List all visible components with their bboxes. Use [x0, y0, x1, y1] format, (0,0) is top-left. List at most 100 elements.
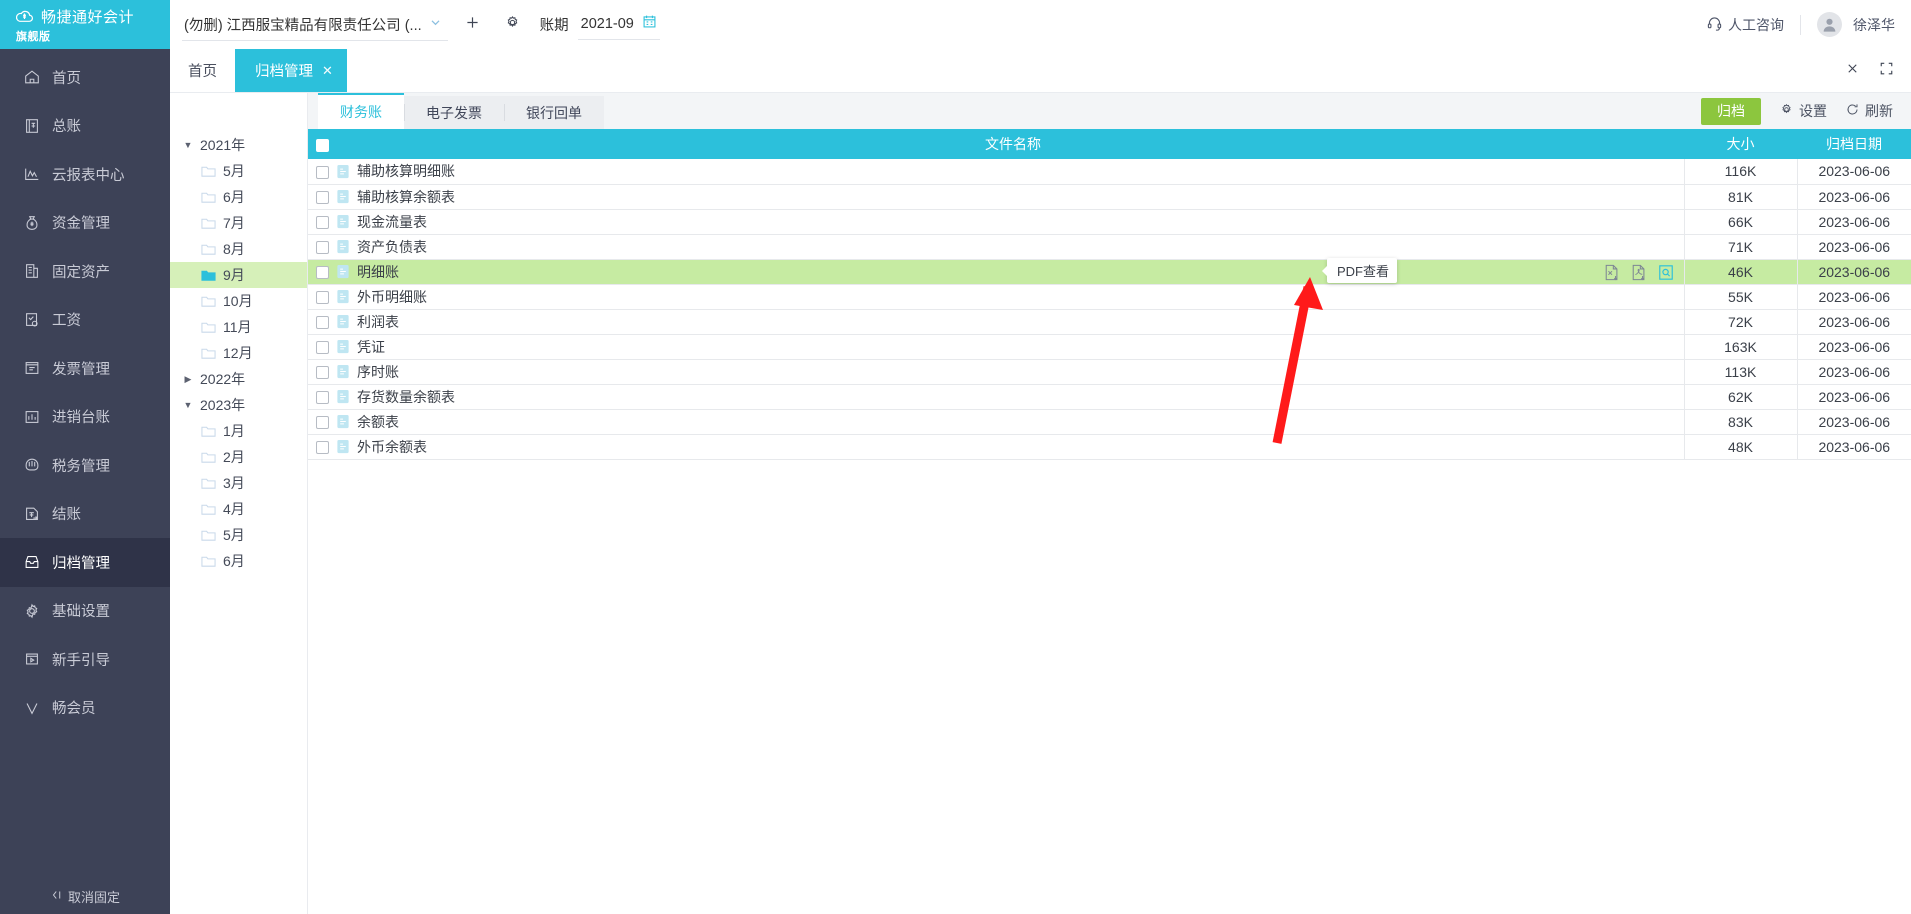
- close-all-tabs-button[interactable]: [1835, 49, 1869, 93]
- table-row-selected[interactable]: 明细账: [308, 259, 1911, 285]
- row-checkbox[interactable]: [315, 216, 329, 230]
- tree-node-month[interactable]: 11月: [170, 314, 307, 340]
- tree-node-month[interactable]: 5月: [170, 522, 307, 548]
- row-checkbox[interactable]: [315, 241, 329, 255]
- tree-node-month[interactable]: 5月: [170, 158, 307, 184]
- sidebar-item-invoices[interactable]: 发票管理: [0, 344, 170, 393]
- pdf-download-icon[interactable]: [1631, 264, 1647, 281]
- sidebar-item-archive-management[interactable]: 归档管理: [0, 538, 170, 587]
- file-date: 2023-06-06: [1796, 434, 1911, 460]
- table-row[interactable]: 存货数量余额表 62K 2023-06-06: [308, 384, 1911, 410]
- sidebar-item-label: 云报表中心: [52, 167, 125, 184]
- collapse-sidebar-button[interactable]: 取消固定: [0, 878, 170, 914]
- table-row[interactable]: 利润表 72K 2023-06-06: [308, 309, 1911, 335]
- column-header-name[interactable]: 文件名称: [336, 129, 1684, 159]
- sidebar-item-basic-settings[interactable]: 基础设置: [0, 587, 170, 636]
- row-checkbox[interactable]: [315, 316, 329, 330]
- row-checkbox[interactable]: [315, 341, 329, 355]
- select-all-header[interactable]: [308, 129, 336, 159]
- support-button[interactable]: 人工咨询: [1706, 15, 1784, 35]
- tree-node-month[interactable]: 6月: [170, 548, 307, 574]
- sidebar-item-home[interactable]: 首页: [0, 53, 170, 102]
- row-checkbox-cell[interactable]: [308, 309, 336, 335]
- row-checkbox-cell[interactable]: [308, 234, 336, 260]
- tree-node-month[interactable]: 2月: [170, 444, 307, 470]
- tree-node-month[interactable]: 8月: [170, 236, 307, 262]
- select-all-checkbox[interactable]: [315, 138, 329, 152]
- tab-archive-management[interactable]: 归档管理 ✕: [235, 49, 347, 92]
- excel-download-icon[interactable]: [1604, 264, 1620, 281]
- caret-right-icon[interactable]: ▶: [184, 373, 192, 384]
- row-checkbox[interactable]: [315, 266, 329, 280]
- sidebar-item-funds[interactable]: 资金管理: [0, 199, 170, 248]
- period-picker[interactable]: 2021-09: [577, 10, 660, 40]
- pdf-preview-icon[interactable]: [1658, 264, 1674, 281]
- table-row[interactable]: 外币余额表 48K 2023-06-06: [308, 434, 1911, 460]
- settings-button[interactable]: 设置: [1779, 101, 1827, 121]
- subtab-e-invoices[interactable]: 电子发票: [404, 96, 504, 129]
- calendar-icon[interactable]: [642, 14, 657, 34]
- subtab-financial-books[interactable]: 财务账: [318, 93, 404, 129]
- row-checkbox-cell[interactable]: [308, 334, 336, 360]
- subtab-bank-receipts[interactable]: 银行回单: [504, 96, 604, 129]
- table-row[interactable]: 凭证 163K 2023-06-06: [308, 334, 1911, 360]
- sidebar-item-cloud-reports[interactable]: 云报表中心: [0, 150, 170, 199]
- row-checkbox-cell[interactable]: [308, 384, 336, 410]
- row-checkbox-cell[interactable]: [308, 259, 336, 285]
- sidebar-item-tax[interactable]: 税务管理: [0, 441, 170, 490]
- sidebar-item-fixed-assets[interactable]: 固定资产: [0, 247, 170, 296]
- table-row[interactable]: 序时账 113K 2023-06-06: [308, 359, 1911, 385]
- row-checkbox-cell[interactable]: [308, 159, 336, 185]
- sidebar-item-closing[interactable]: 结账: [0, 490, 170, 539]
- table-row[interactable]: 辅助核算明细账 116K 2023-06-06: [308, 159, 1911, 185]
- tree-node-month[interactable]: 10月: [170, 288, 307, 314]
- fullscreen-button[interactable]: [1869, 49, 1903, 93]
- tree-node-month[interactable]: 3月: [170, 470, 307, 496]
- tree-node-year[interactable]: ▼ 2023年: [170, 392, 307, 418]
- company-settings-button[interactable]: [498, 10, 528, 40]
- row-checkbox-cell[interactable]: [308, 409, 336, 435]
- row-checkbox[interactable]: [315, 291, 329, 305]
- column-header-size[interactable]: 大小: [1684, 129, 1797, 159]
- row-checkbox-cell[interactable]: [308, 209, 336, 235]
- table-row[interactable]: 辅助核算余额表 81K 2023-06-06: [308, 184, 1911, 210]
- column-header-date[interactable]: 归档日期: [1797, 129, 1911, 159]
- tree-node-month[interactable]: 1月: [170, 418, 307, 444]
- user-menu[interactable]: 徐泽华: [1817, 12, 1895, 37]
- row-checkbox[interactable]: [315, 391, 329, 405]
- sidebar-item-beginner-guide[interactable]: 新手引导: [0, 635, 170, 684]
- tree-node-month[interactable]: 7月: [170, 210, 307, 236]
- table-row[interactable]: 外币明细账 55K 2023-06-06: [308, 284, 1911, 310]
- tab-home[interactable]: 首页: [170, 49, 235, 92]
- table-row[interactable]: 余额表 83K 2023-06-06: [308, 409, 1911, 435]
- table-row[interactable]: 现金流量表 66K 2023-06-06: [308, 209, 1911, 235]
- sidebar-item-inventory-ledger[interactable]: 进销台账: [0, 393, 170, 442]
- row-checkbox[interactable]: [315, 441, 329, 455]
- file-name: 序时账: [357, 363, 399, 380]
- row-checkbox-cell[interactable]: [308, 284, 336, 310]
- archive-button[interactable]: 归档: [1701, 97, 1761, 125]
- company-selector[interactable]: (勿删) 江西服宝精品有限责任公司 (...: [182, 9, 448, 41]
- row-checkbox-cell[interactable]: [308, 184, 336, 210]
- tree-node-year[interactable]: ▼ 2021年: [170, 132, 307, 158]
- row-checkbox[interactable]: [315, 416, 329, 430]
- caret-down-icon[interactable]: ▼: [183, 140, 193, 150]
- table-row[interactable]: 资产负债表 71K 2023-06-06: [308, 234, 1911, 260]
- tree-node-year[interactable]: ▶ 2022年: [170, 366, 307, 392]
- refresh-button[interactable]: 刷新: [1845, 101, 1893, 121]
- row-checkbox-cell[interactable]: [308, 434, 336, 460]
- tree-node-month-selected[interactable]: 9月: [170, 262, 307, 288]
- caret-down-icon[interactable]: ▼: [183, 400, 193, 410]
- row-checkbox[interactable]: [315, 166, 329, 180]
- sidebar-item-general-ledger[interactable]: 总账: [0, 102, 170, 151]
- tree-node-month[interactable]: 12月: [170, 340, 307, 366]
- sidebar-item-vip-member[interactable]: 畅会员: [0, 684, 170, 733]
- sidebar-item-payroll[interactable]: 工资: [0, 296, 170, 345]
- row-checkbox-cell[interactable]: [308, 359, 336, 385]
- row-checkbox[interactable]: [315, 366, 329, 380]
- tree-node-month[interactable]: 4月: [170, 496, 307, 522]
- add-company-button[interactable]: [458, 10, 488, 40]
- row-checkbox[interactable]: [315, 191, 329, 205]
- close-icon[interactable]: ✕: [322, 62, 333, 78]
- tree-node-month[interactable]: 6月: [170, 184, 307, 210]
